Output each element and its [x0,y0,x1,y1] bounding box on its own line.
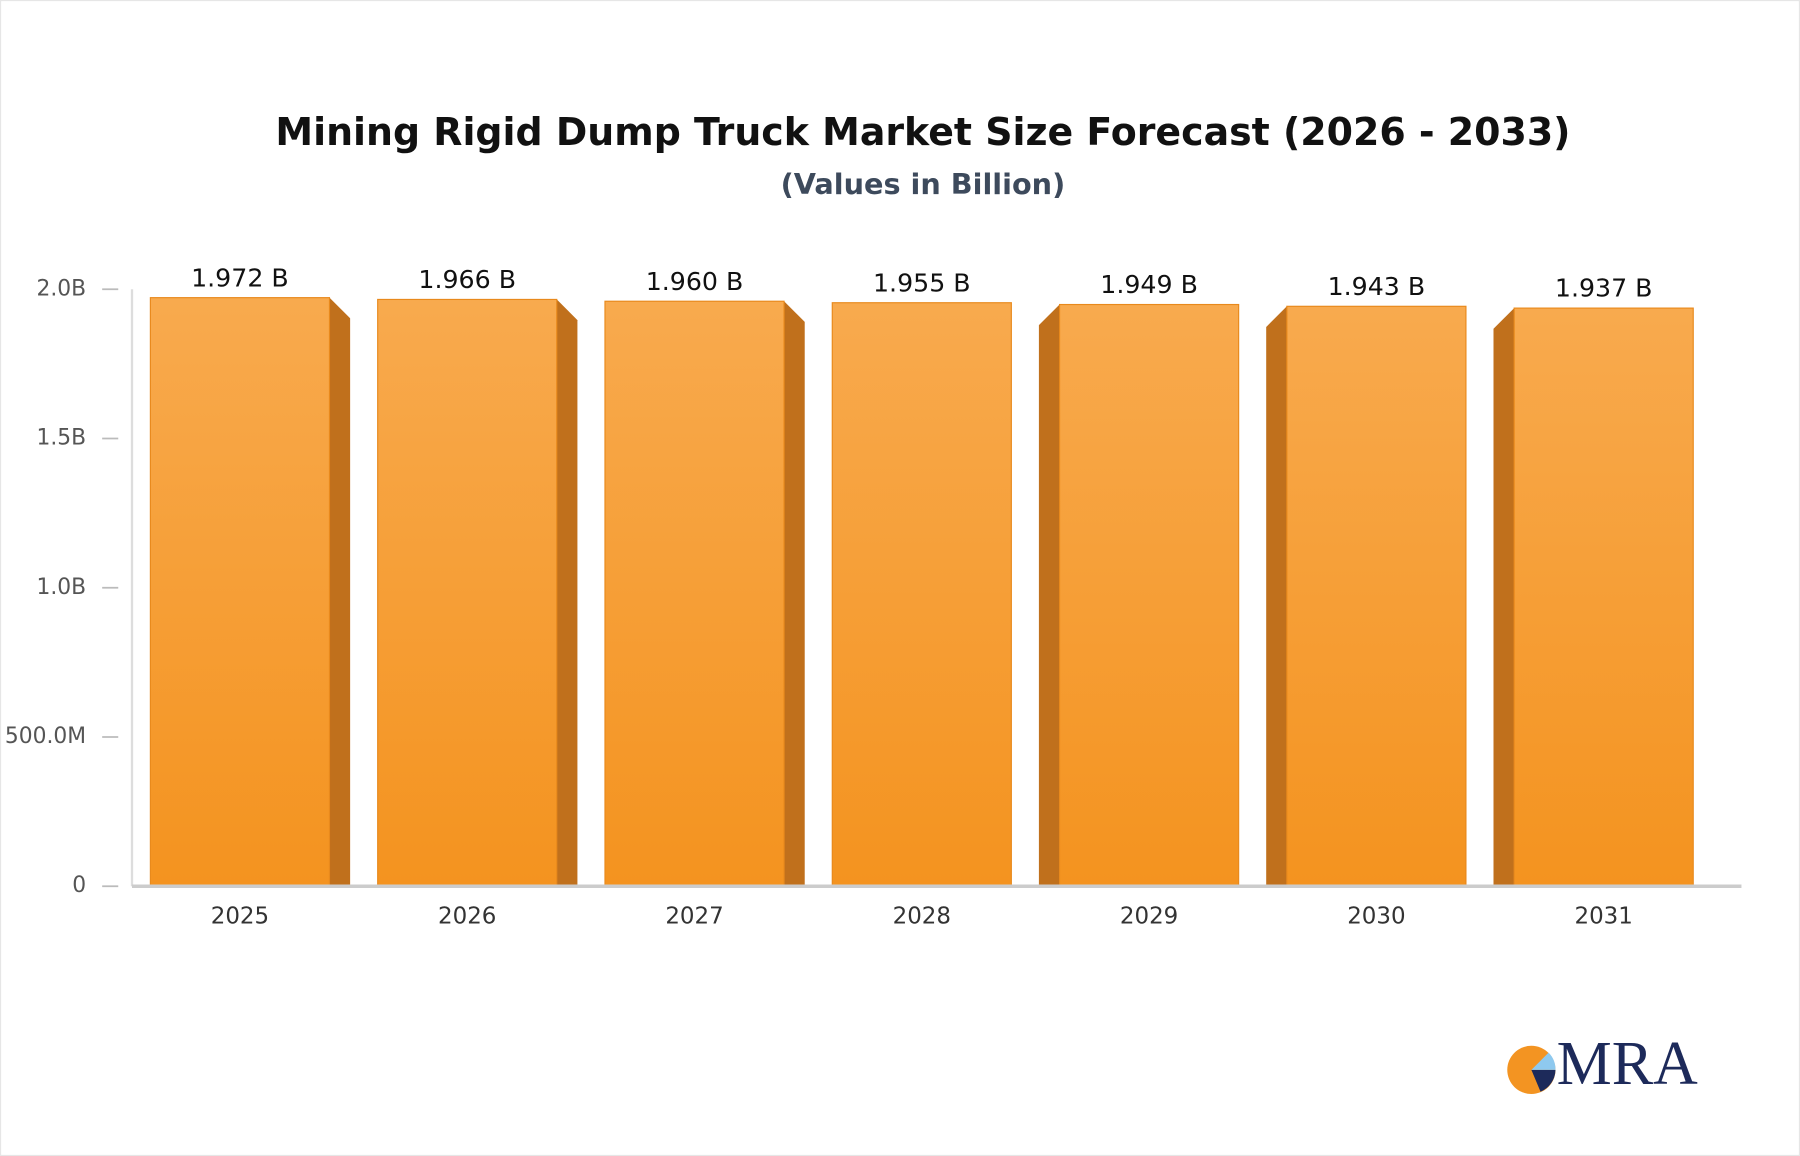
bar-side [329,297,351,887]
bar-side [1266,306,1287,887]
y-tick-label: 500.0M [5,724,86,749]
x-tick-label: 2030 [1347,904,1405,930]
value-label: 1.960 B [646,267,744,296]
logo-icon-part [1531,1069,1556,1092]
y-tick-label: 0 [72,873,86,898]
logo-text: MRA [1557,1030,1698,1098]
chart-title: Mining Rigid Dump Truck Market Size Fore… [275,110,1570,154]
y-tick-label: 1.0B [36,575,86,600]
value-label: 1.937 B [1555,274,1653,303]
x-tick-label: 2029 [1120,904,1178,930]
y-tick-label: 1.5B [36,426,86,451]
value-label: 1.955 B [873,268,971,297]
bar [1058,303,1240,887]
x-tick-label: 2031 [1575,904,1633,930]
bar [377,298,558,887]
plot-area: 0 500.0M 1.0B 1.5B 2.0B 1.972 B 2025 1.966 B 202… [5,263,1742,930]
x-tick-label: 2028 [893,904,951,930]
bar [604,300,785,887]
bar [831,302,1012,887]
x-tick-label: 2027 [665,904,723,930]
bar-side [784,301,805,887]
bar [149,297,331,887]
bar-side [1493,308,1515,887]
logo-icon-part [1531,1052,1556,1070]
y-tick-label: 2.0B [36,276,86,301]
logo: MRA [1507,1030,1698,1098]
value-label: 1.966 B [418,265,516,294]
bar-side [556,299,578,887]
chart-subtitle: (Values in Billion) [781,167,1066,201]
bar [1286,305,1467,887]
bar [1513,307,1694,887]
value-label: 1.972 B [191,263,289,292]
bar-side [1038,304,1060,887]
value-label: 1.943 B [1328,272,1426,301]
x-tick-label: 2026 [438,904,496,930]
value-label: 1.949 B [1100,270,1198,299]
x-tick-label: 2025 [211,904,269,930]
